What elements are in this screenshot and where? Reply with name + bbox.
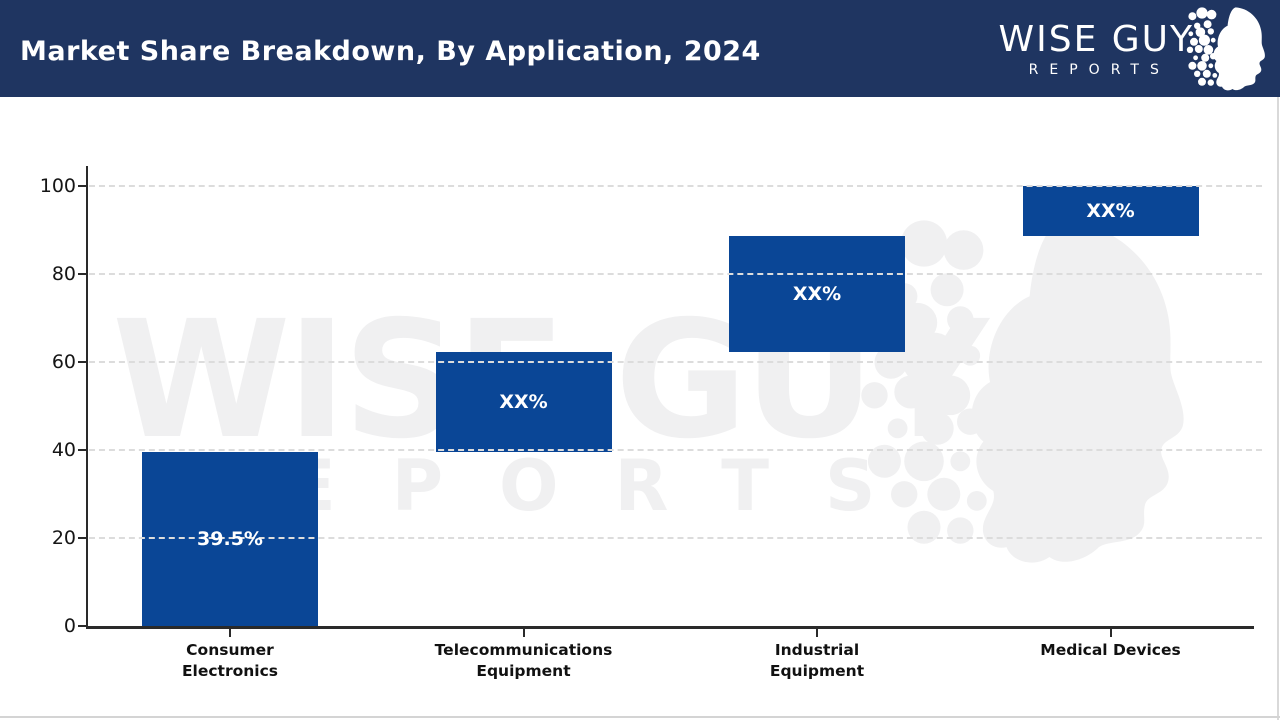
bar-value-label-telecommunications-equipment: XX% (499, 391, 548, 414)
x-tick-consumer-electronics (229, 629, 231, 637)
y-tick-label: 40 (51, 439, 76, 461)
watermark-head-icon (861, 220, 1184, 563)
y-tick-label: 100 (39, 175, 76, 197)
x-tick-industrial-equipment (816, 629, 818, 637)
card-bottom-border (0, 716, 1280, 718)
x-category-label-consumer-electronics: Consumer Electronics (181, 641, 279, 680)
y-tick-label: 0 (63, 615, 76, 637)
y-tick-40 (78, 449, 86, 451)
chart-area: WISE GUY REPORTS 0 20 40 60 80 100 39.5% XX% XX%… (0, 97, 1280, 720)
logo-subtext: REPORTS (1028, 62, 1170, 78)
x-axis-line (86, 626, 1254, 629)
logo-text: WISE GUY REPORTS (998, 19, 1195, 79)
x-category-label-medical-devices: Medical Devices (1040, 641, 1181, 659)
y-tick-label: 80 (51, 263, 76, 285)
brand-logo: WISE GUY REPORTS (999, 4, 1273, 94)
wiseguy-head-icon (1186, 7, 1265, 91)
header-bar: Market Share Breakdown, By Application, … (0, 0, 1280, 97)
x-category-label-industrial-equipment: Industrial Equipment (769, 641, 865, 680)
y-tick-label: 20 (51, 527, 76, 549)
x-tick-medical-devices (1109, 629, 1112, 637)
x-category-label-telecommunications-equipment: Telecommunications Equipment (434, 641, 613, 680)
card-right-border (1277, 97, 1279, 720)
y-tick-80 (78, 273, 86, 275)
x-tick-telecommunications-equipment (522, 629, 525, 637)
y-axis-line (86, 166, 88, 629)
y-tick-0 (78, 625, 86, 627)
gridline-100 (89, 185, 1262, 187)
chart-title: Market Share Breakdown, By Application, … (20, 36, 761, 67)
bar-value-label-consumer-electronics: 39.5% (197, 528, 263, 551)
gridline-40 (89, 449, 1262, 451)
y-tick-20 (78, 537, 86, 539)
bar-telecommunications-equipment (435, 351, 612, 453)
bar-consumer-electronics (142, 452, 318, 626)
gridline-60 (89, 361, 1262, 363)
y-tick-100 (78, 185, 86, 187)
bar-medical-devices (1022, 186, 1199, 236)
gridline-20 (89, 537, 1262, 539)
bar-value-label-industrial-equipment: XX% (792, 282, 842, 305)
logo-wordmark: WISE GUY (998, 19, 1194, 60)
gridline-80 (89, 273, 1262, 275)
y-tick-60 (78, 361, 86, 363)
bar-value-label-medical-devices: XX% (1086, 199, 1135, 222)
y-tick-label: 60 (51, 351, 76, 373)
bar-industrial-equipment (729, 235, 905, 352)
